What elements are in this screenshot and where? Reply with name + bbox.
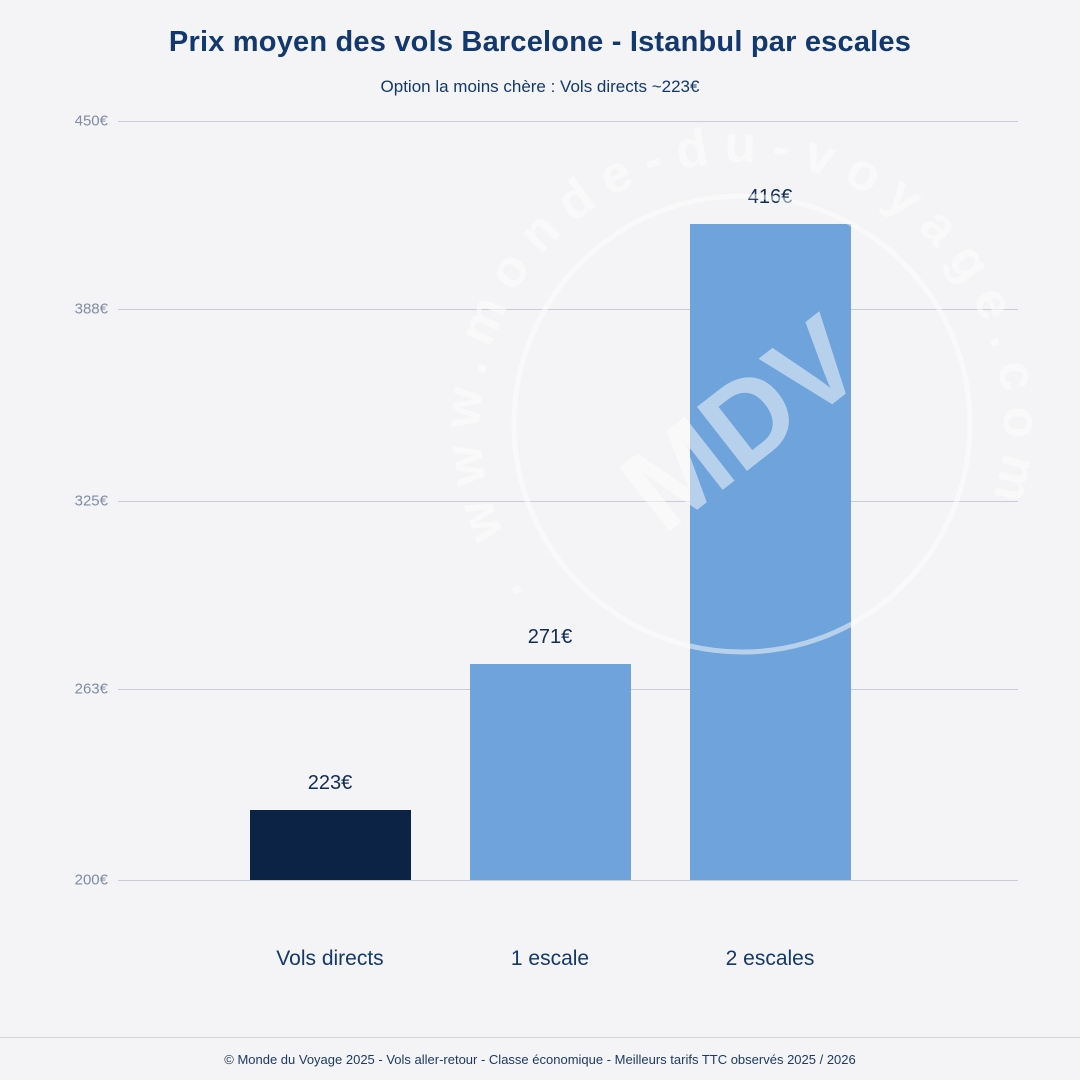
gridline	[118, 309, 1018, 311]
bar-1-escale	[469, 664, 631, 880]
y-axis-tick-label: 388€	[74, 300, 108, 318]
x-axis-category-label: 1 escale	[510, 947, 590, 970]
gridline	[118, 880, 1018, 881]
chart-subtitle: Option la moins chère : Vols directs ~22…	[380, 77, 700, 96]
x-axis-category-label: Vols directs	[276, 947, 384, 970]
bar-2-escales	[689, 224, 851, 880]
bar-value-label: 416€	[747, 186, 793, 209]
footer-bar: © Monde du Voyage 2025 - Vols aller-reto…	[0, 1037, 1080, 1080]
bar-vols-directs	[249, 810, 411, 880]
x-axis-category-label: 2 escales	[725, 947, 815, 970]
bar-value-label: 223€	[307, 772, 353, 795]
chart-title: Prix moyen des vols Barcelone - Istanbul…	[168, 26, 912, 58]
footer-text: © Monde du Voyage 2025 - Vols aller-reto…	[224, 1051, 856, 1067]
y-axis-tick-label: 325€	[74, 492, 108, 509]
y-axis-tick-label: 450€	[74, 112, 108, 130]
bar-value-label: 271€	[527, 626, 573, 649]
gridline	[118, 121, 1018, 122]
y-axis-tick-label: 200€	[74, 871, 108, 889]
y-axis-tick-label: 263€	[74, 680, 108, 698]
gridline	[118, 500, 1018, 502]
